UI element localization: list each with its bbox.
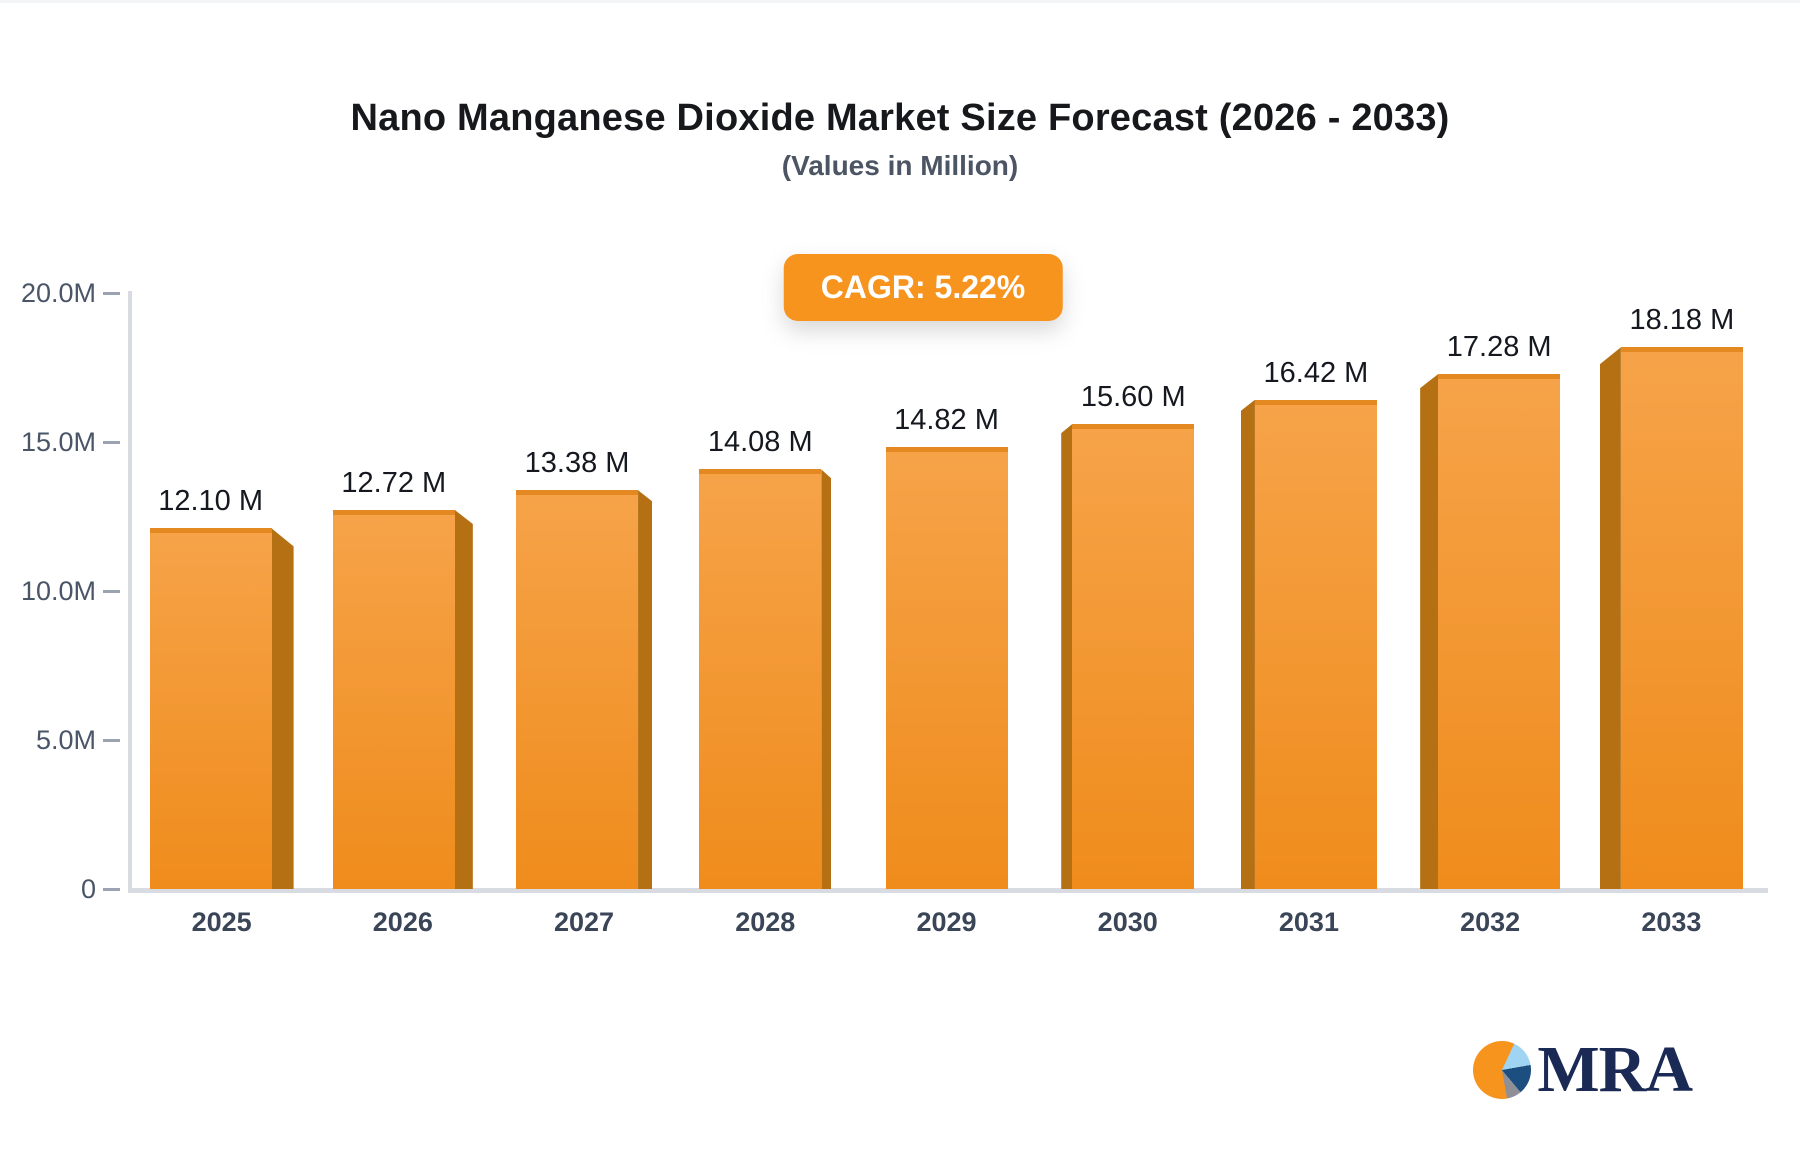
x-axis-label: 2029 bbox=[916, 907, 977, 937]
bar-face bbox=[699, 469, 822, 889]
x-axis-label: 2031 bbox=[1278, 907, 1339, 937]
bar-group[interactable] bbox=[1061, 424, 1195, 889]
bar-value-label: 18.18 M bbox=[1629, 304, 1735, 337]
bar-face bbox=[149, 528, 272, 889]
x-axis-label: 2025 bbox=[191, 907, 252, 937]
pie-chart-icon bbox=[1473, 1041, 1532, 1099]
x-axis-label: 2027 bbox=[554, 907, 615, 937]
bar-group[interactable] bbox=[149, 528, 294, 889]
x-axis-label: 2030 bbox=[1097, 907, 1158, 937]
bar-group[interactable] bbox=[1599, 347, 1743, 889]
bar-top-edge bbox=[1254, 399, 1377, 405]
bar-top-edge bbox=[332, 509, 455, 515]
x-axis-line bbox=[128, 888, 1768, 893]
y-axis-tick-label: 15.0M bbox=[20, 427, 96, 457]
page-title: Nano Manganese Dioxide Market Size Forec… bbox=[350, 97, 1450, 139]
bar-group[interactable] bbox=[332, 509, 473, 889]
bar-top-edge bbox=[699, 469, 822, 475]
bar-value-label: 12.10 M bbox=[158, 485, 264, 518]
bar-group[interactable] bbox=[699, 469, 832, 889]
x-axis-label: 2032 bbox=[1460, 907, 1521, 937]
bar-top-edge bbox=[1620, 347, 1743, 353]
y-axis-tick-mark bbox=[103, 292, 120, 295]
bar-top-edge bbox=[516, 490, 639, 496]
plot-area: 12.10 M 12.72 M 13.38 M 14.08 M 14.82 M 15.60… bbox=[128, 291, 1768, 893]
bar-face bbox=[885, 447, 1008, 889]
bar-side-face bbox=[1599, 347, 1621, 889]
bar-group[interactable] bbox=[1420, 374, 1561, 889]
bar-value-label: 16.42 M bbox=[1263, 356, 1369, 389]
bar-top-edge bbox=[885, 447, 1008, 453]
y-axis-tick-label: 10.0M bbox=[20, 576, 96, 606]
bar-face bbox=[1438, 374, 1561, 889]
bar-side-face bbox=[1420, 374, 1439, 889]
y-axis-tick-mark bbox=[103, 590, 120, 593]
cagr-badge: CAGR: 5.22% bbox=[783, 254, 1063, 321]
y-axis-tick-mark bbox=[103, 888, 120, 891]
bar-value-label: 14.82 M bbox=[894, 404, 999, 437]
bar-side-face bbox=[1240, 399, 1255, 889]
bar-side-face bbox=[638, 490, 653, 889]
bar-side-face bbox=[821, 469, 832, 889]
y-axis-tick-mark bbox=[103, 441, 120, 444]
y-axis-tick-mark bbox=[103, 739, 120, 742]
y-axis-tick-label: 5.0M bbox=[35, 725, 96, 755]
bar-value-label: 13.38 M bbox=[524, 447, 630, 480]
bar-top-edge bbox=[1072, 424, 1195, 430]
bar-group[interactable] bbox=[1240, 399, 1377, 889]
bar-top-edge bbox=[149, 528, 272, 534]
bar-value-label: 12.72 M bbox=[341, 466, 447, 499]
bar-group[interactable] bbox=[516, 490, 653, 889]
bar-face bbox=[1620, 347, 1743, 889]
page-subtitle: (Values in Million) bbox=[781, 150, 1019, 181]
bar-side-face bbox=[454, 509, 473, 889]
bar-face bbox=[332, 509, 455, 889]
bar-face bbox=[516, 490, 639, 889]
bar-side-face bbox=[1061, 424, 1073, 889]
y-axis-tick-label: 0 bbox=[80, 874, 96, 904]
bar-group[interactable] bbox=[885, 447, 1008, 889]
x-axis-label: 2026 bbox=[372, 907, 433, 937]
bar-value-label: 14.08 M bbox=[707, 426, 813, 459]
x-axis-label: 2033 bbox=[1641, 907, 1702, 937]
bar-top-edge bbox=[1438, 374, 1561, 380]
x-axis-label: 2028 bbox=[735, 907, 796, 937]
brand-logo: MRA bbox=[1473, 1033, 1693, 1106]
logo-text: MRA bbox=[1537, 1033, 1693, 1106]
bar-face bbox=[1072, 424, 1195, 889]
bar-face bbox=[1254, 399, 1377, 889]
y-axis-tick-label: 20.0M bbox=[20, 278, 96, 308]
bar-side-face bbox=[271, 528, 294, 889]
bar-value-label: 17.28 M bbox=[1446, 331, 1552, 364]
bar-value-label: 15.60 M bbox=[1080, 381, 1186, 414]
y-axis-line bbox=[128, 291, 132, 889]
